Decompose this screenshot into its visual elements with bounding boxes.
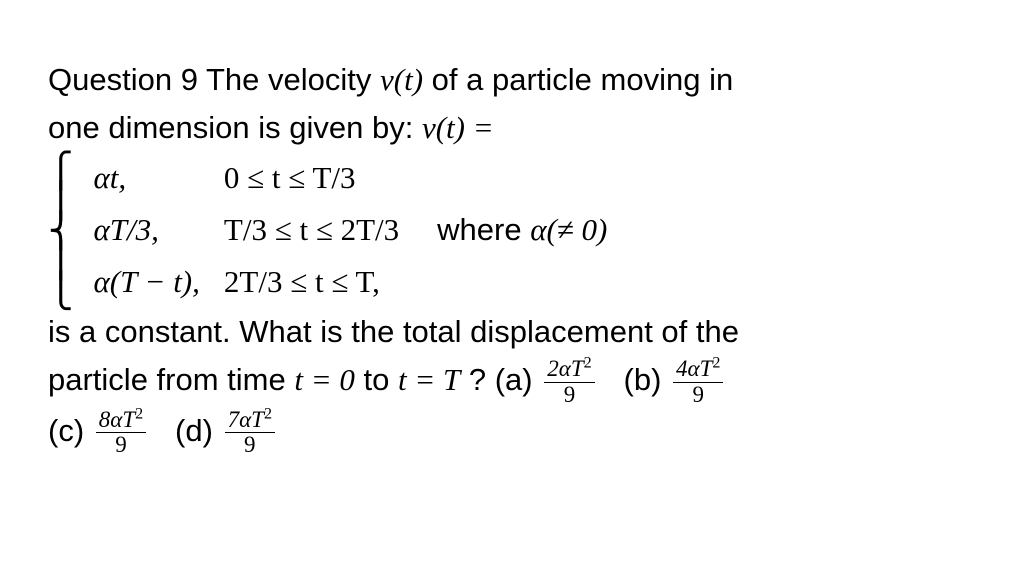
case-expr-3: α(T − t), [88,256,218,308]
tail-line-3: (c) 8αT2 9 (d) 7αT2 9 [48,407,976,457]
piecewise-definition: ⎧ ⎪ ⎨ ⎪ ⎩ αt, 0 ≤ t ≤ T/3 αT/3, T/3 ≤ t … [48,152,976,308]
case-cond-3: 2T/3 ≤ t ≤ T, [218,256,417,308]
option-b-den: 9 [673,382,723,407]
t-T: t = T [398,362,460,397]
option-c-den: 9 [96,432,146,457]
question-mark: ? [460,362,494,397]
intro-text-3: one dimension is given by: [48,110,422,145]
option-c-exp: 2 [135,405,143,422]
intro-text-2: of a particle moving in [423,62,733,97]
left-brace-icon: ⎧ ⎪ ⎨ ⎪ ⎩ [48,155,78,305]
option-d-den: 9 [225,432,275,457]
alpha-neq-zero: α(≠ 0) [530,212,607,247]
option-c-frac: 8αT2 9 [96,408,146,457]
case-expr-2: αT/3, [88,204,218,256]
option-d-exp: 2 [264,405,272,422]
math-vt-eq: v(t) = [422,110,494,145]
case-cond-1: 0 ≤ t ≤ T/3 [218,152,417,204]
intro-text-1: The velocity [206,62,380,97]
case-cond-2: T/3 ≤ t ≤ 2T/3 [218,204,417,256]
tail-line-2: particle from time t = 0 to t = T ? (a) … [48,356,976,406]
option-a-exp: 2 [584,355,592,372]
option-a-den: 9 [544,382,594,407]
option-c-label: (c) [48,413,84,448]
math-vt: v(t) [380,62,423,97]
cases-table: αt, 0 ≤ t ≤ T/3 αT/3, T/3 ≤ t ≤ 2T/3 α(T… [88,152,418,308]
table-row: α(T − t), 2T/3 ≤ t ≤ T, [88,256,418,308]
option-a-frac: 2αT2 9 [544,357,594,406]
option-a-num: 2αT [547,356,583,381]
table-row: αt, 0 ≤ t ≤ T/3 [88,152,418,204]
option-d-label: (d) [175,413,213,448]
option-b-num: 4αT [676,356,712,381]
option-a-label: (a) [495,362,533,397]
question-line-2: one dimension is given by: v(t) = [48,104,976,152]
option-b-frac: 4αT2 9 [673,357,723,406]
question-block: Question 9 The velocity v(t) of a partic… [0,0,1024,497]
option-b-label: (b) [624,362,662,397]
where-clause: where α(≠ 0) [427,206,607,254]
table-row: αT/3, T/3 ≤ t ≤ 2T/3 [88,204,418,256]
t-zero: t = 0 [294,362,355,397]
option-c-num: 8αT [99,407,135,432]
tail-text-1: particle from time [48,362,294,397]
tail-line-1: is a constant. What is the total displac… [48,308,976,356]
option-b-exp: 2 [712,355,720,372]
option-d-num: 7αT [228,407,264,432]
option-d-frac: 7αT2 9 [225,408,275,457]
case-expr-1: αt, [88,152,218,204]
to-word: to [355,362,398,397]
question-line-1: Question 9 The velocity v(t) of a partic… [48,56,976,104]
where-word: where [437,212,530,247]
question-label: Question 9 [48,62,198,97]
